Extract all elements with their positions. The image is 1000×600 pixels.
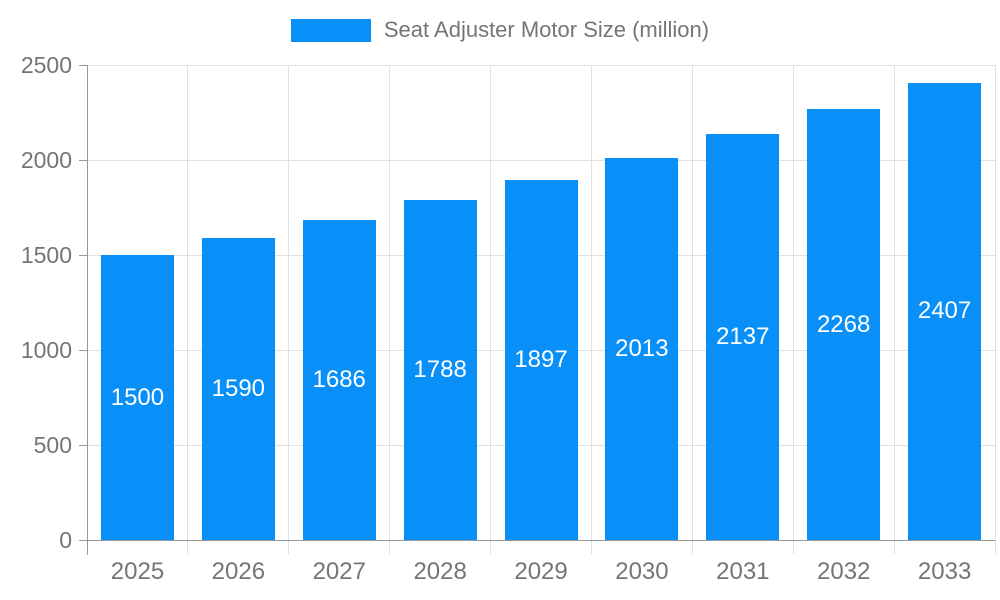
legend-label: Seat Adjuster Motor Size (million) xyxy=(383,17,710,42)
y-gridline xyxy=(87,159,995,161)
x-axis-line xyxy=(87,539,995,541)
x-axis-label: 2032 xyxy=(817,558,871,585)
x-gridline xyxy=(187,65,189,554)
bar-value-label: 2137 xyxy=(716,322,770,350)
y-axis-label: 2000 xyxy=(20,147,72,173)
x-axis-label: 2031 xyxy=(716,558,770,585)
y-gridline xyxy=(87,64,995,66)
x-gridline xyxy=(691,65,693,554)
x-axis-label: 2033 xyxy=(917,558,972,585)
x-gridline xyxy=(792,65,794,554)
x-gridline xyxy=(389,65,391,554)
bar-value-label: 1788 xyxy=(413,356,467,384)
bar: 2137 xyxy=(706,133,780,540)
y-axis-label: 2500 xyxy=(20,52,72,78)
y-axis-label: 1000 xyxy=(20,337,72,363)
bar-value-label: 1897 xyxy=(514,345,568,373)
legend-swatch xyxy=(290,18,371,42)
bar: 1788 xyxy=(403,200,477,540)
x-gridline xyxy=(893,65,895,554)
x-gridline xyxy=(590,65,592,554)
bar: 2013 xyxy=(605,157,679,540)
y-axis-tick xyxy=(79,64,87,66)
bar-value-label: 2407 xyxy=(917,297,972,325)
chart-legend: Seat Adjuster Motor Size (million) xyxy=(0,17,1000,43)
x-axis-label: 2025 xyxy=(110,558,165,585)
x-gridline xyxy=(490,65,492,554)
bar-value-label: 1590 xyxy=(211,374,266,402)
bar: 1686 xyxy=(302,219,376,540)
bar-value-label: 1686 xyxy=(312,365,366,393)
y-axis-line xyxy=(86,65,88,555)
x-gridline xyxy=(994,65,996,554)
x-axis-label: 2030 xyxy=(615,558,669,585)
bar-value-label: 2013 xyxy=(615,334,669,362)
bar: 2407 xyxy=(908,82,982,540)
y-axis-tick xyxy=(79,349,87,351)
bar-value-label: 1500 xyxy=(110,383,165,411)
bar: 2268 xyxy=(807,109,881,540)
x-axis-label: 2028 xyxy=(413,558,467,585)
y-axis-tick xyxy=(79,539,87,541)
bar: 1897 xyxy=(504,179,578,540)
y-axis-tick xyxy=(79,254,87,256)
y-axis-tick xyxy=(79,444,87,446)
y-axis-tick xyxy=(79,159,87,161)
bar: 1500 xyxy=(100,255,174,540)
y-axis-label: 1500 xyxy=(20,242,72,268)
x-axis-label: 2029 xyxy=(514,558,568,585)
y-axis-label: 500 xyxy=(33,432,72,458)
bar-value-label: 2268 xyxy=(816,310,871,338)
bar: 1590 xyxy=(201,237,275,540)
x-gridline xyxy=(288,65,290,554)
y-axis-label: 0 xyxy=(59,527,72,553)
x-axis-label: 2026 xyxy=(211,558,266,585)
x-axis-label: 2027 xyxy=(312,558,366,585)
